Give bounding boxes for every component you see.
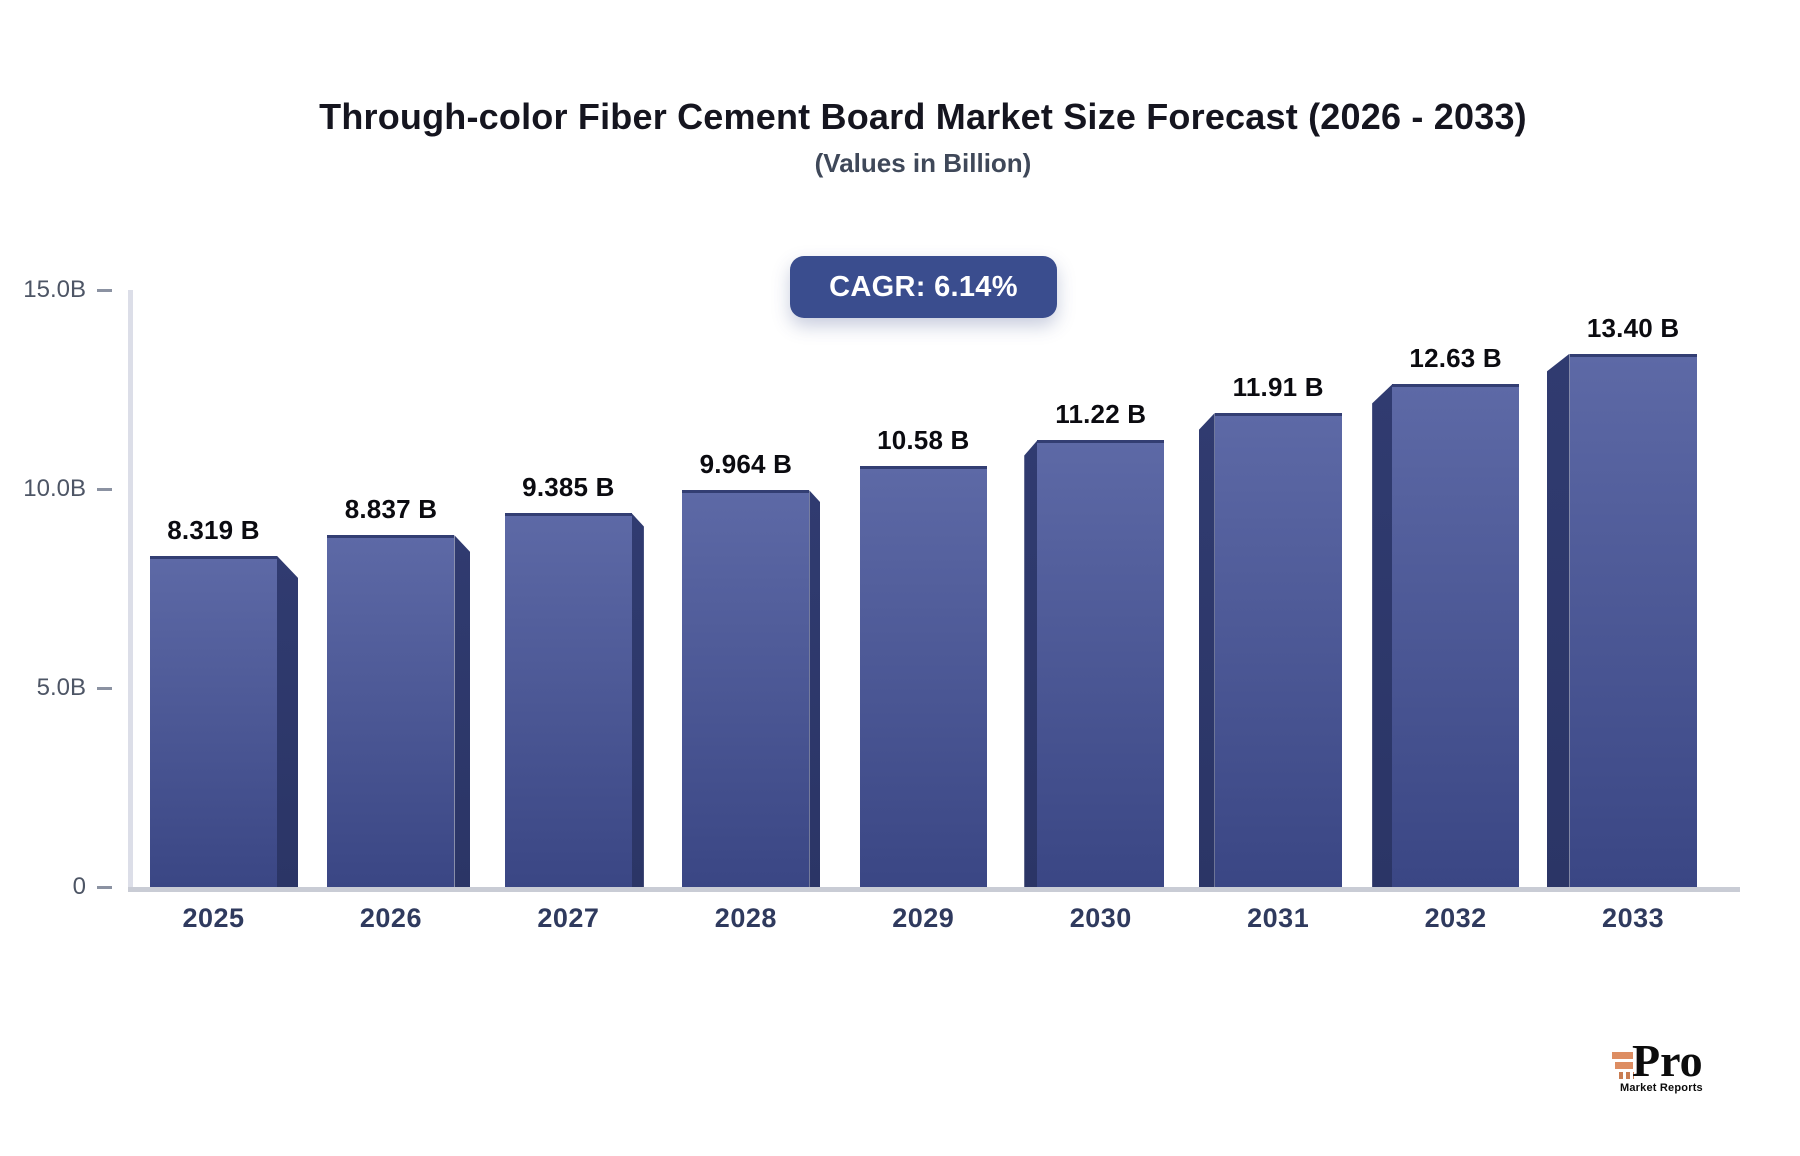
bar-value-label-2027: 9.385 B [522, 472, 615, 503]
x-axis-label-2025: 2025 [182, 903, 245, 933]
logo-stripe-dashed-icon [1619, 1072, 1634, 1079]
bar-2027 [504, 513, 632, 889]
logo-stripe-icon [1612, 1052, 1633, 1059]
bar-side-face-2026 [454, 535, 471, 889]
logo-pro-market-reports: Pro Market Reports [1600, 1038, 1780, 1108]
cagr-badge: CAGR: 6.14% [790, 256, 1057, 318]
x-axis-label-2027: 2027 [537, 903, 600, 933]
chart-title: Through-color Fiber Cement Board Market … [319, 96, 1527, 137]
logo-name: Pro [1632, 1035, 1703, 1086]
logo-stripe-icon [1615, 1062, 1633, 1069]
y-axis-tick-mark [97, 289, 112, 292]
x-axis-label-2028: 2028 [714, 903, 777, 933]
cagr-badge-label: CAGR: 6.14% [829, 270, 1018, 303]
bar-2029 [859, 465, 987, 889]
bar-value-label-2029: 10.58 B [877, 424, 970, 455]
x-axis-label-2032: 2032 [1424, 903, 1487, 933]
logo-tagline: Market Reports [1620, 1082, 1703, 1094]
y-axis-tick-label: 10.0B [23, 475, 86, 502]
bar-side-face-2027 [631, 513, 644, 889]
bar-side-face-2025 [277, 555, 298, 889]
bar-value-label-2028: 9.964 B [699, 449, 793, 480]
bar-side-face-2030 [1024, 440, 1038, 889]
x-axis-baseline [128, 887, 1740, 892]
y-axis-tick-mark [97, 687, 112, 690]
bar-2028 [682, 490, 810, 889]
y-axis-line [128, 290, 133, 890]
x-axis-label-2029: 2029 [892, 903, 955, 933]
bar-2031 [1214, 412, 1342, 889]
bar-value-label-2031: 11.91 B [1232, 371, 1324, 402]
y-axis-tick-label: 15.0B [23, 276, 86, 303]
bar-value-label-2032: 12.63 B [1409, 343, 1502, 374]
x-axis-label-2026: 2026 [359, 903, 422, 933]
bar-side-face-2033 [1546, 353, 1570, 889]
bar-2033 [1569, 353, 1697, 889]
y-axis-tick-label: 0 [72, 873, 86, 900]
x-axis-label-2033: 2033 [1602, 903, 1665, 933]
bar-value-label-2030: 11.22 B [1055, 399, 1147, 430]
bar-2025 [150, 555, 277, 889]
bar-value-label-2025: 8.319 B [167, 514, 260, 545]
bar-value-label-2033: 13.40 B [1586, 312, 1680, 343]
bar-side-face-2028 [809, 490, 821, 889]
y-axis-tick-label: 5.0B [36, 674, 86, 701]
bar-2026 [327, 535, 455, 889]
bar-2032 [1392, 384, 1520, 889]
x-axis-label-2030: 2030 [1069, 903, 1132, 933]
x-axis-label-2031: 2031 [1247, 903, 1310, 933]
chart-subtitle: (Values in Billion) [814, 148, 1032, 178]
bar-value-label-2026: 8.837 B [344, 494, 438, 525]
bar-side-face-2032 [1372, 384, 1393, 889]
bar-side-face-2031 [1198, 412, 1215, 889]
bar-2030 [1037, 440, 1165, 889]
y-axis-tick-mark [97, 886, 112, 889]
y-axis-tick-mark [97, 488, 112, 491]
